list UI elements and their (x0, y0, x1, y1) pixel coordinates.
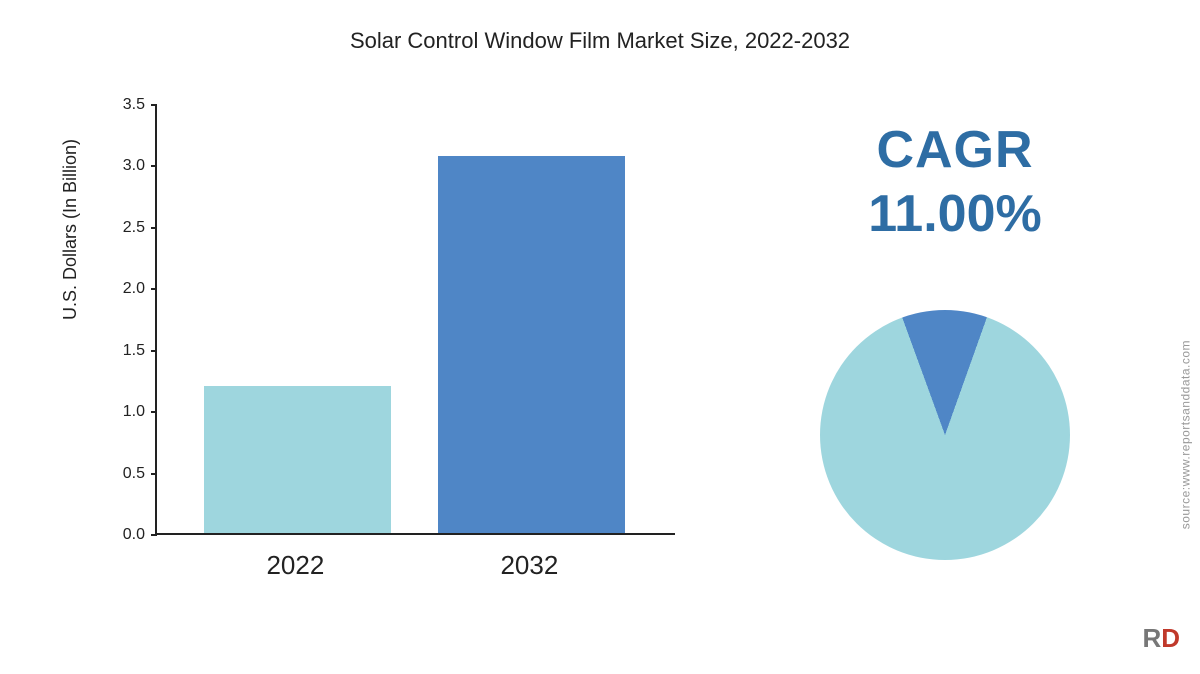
plot-area (155, 105, 675, 535)
ytick-label: 1.0 (105, 403, 145, 421)
logo-r: R (1142, 623, 1161, 653)
ytick-label: 2.5 (105, 219, 145, 237)
bar (438, 156, 625, 533)
ytick-label: 3.5 (105, 96, 145, 114)
ytick-mark (151, 534, 157, 536)
cagr-panel: CAGR 11.00% (780, 120, 1130, 244)
pie-slice (820, 310, 1070, 560)
chart-title: Solar Control Window Film Market Size, 2… (0, 28, 1200, 54)
ytick-label: 2.0 (105, 280, 145, 298)
ytick-mark (151, 411, 157, 413)
ytick-mark (151, 165, 157, 167)
source-attribution: source:www.reportsanddata.com (1178, 340, 1192, 529)
logo-d: D (1161, 623, 1180, 653)
y-axis-title: U.S. Dollars (In Billion) (60, 139, 81, 320)
bar (204, 386, 391, 533)
xtick-label: 2032 (500, 550, 558, 581)
cagr-value: 11.00% (780, 184, 1130, 244)
ytick-label: 1.5 (105, 342, 145, 360)
cagr-label: CAGR (780, 120, 1130, 180)
pie-chart (820, 310, 1070, 560)
brand-logo: RD (1142, 623, 1180, 654)
xtick-label: 2022 (266, 550, 324, 581)
ytick-mark (151, 104, 157, 106)
ytick-mark (151, 227, 157, 229)
ytick-label: 0.5 (105, 465, 145, 483)
ytick-mark (151, 350, 157, 352)
ytick-mark (151, 288, 157, 290)
bar-chart: 0.00.51.01.52.02.53.03.520222032 (155, 105, 675, 535)
ytick-label: 3.0 (105, 157, 145, 175)
ytick-mark (151, 473, 157, 475)
ytick-label: 0.0 (105, 526, 145, 544)
